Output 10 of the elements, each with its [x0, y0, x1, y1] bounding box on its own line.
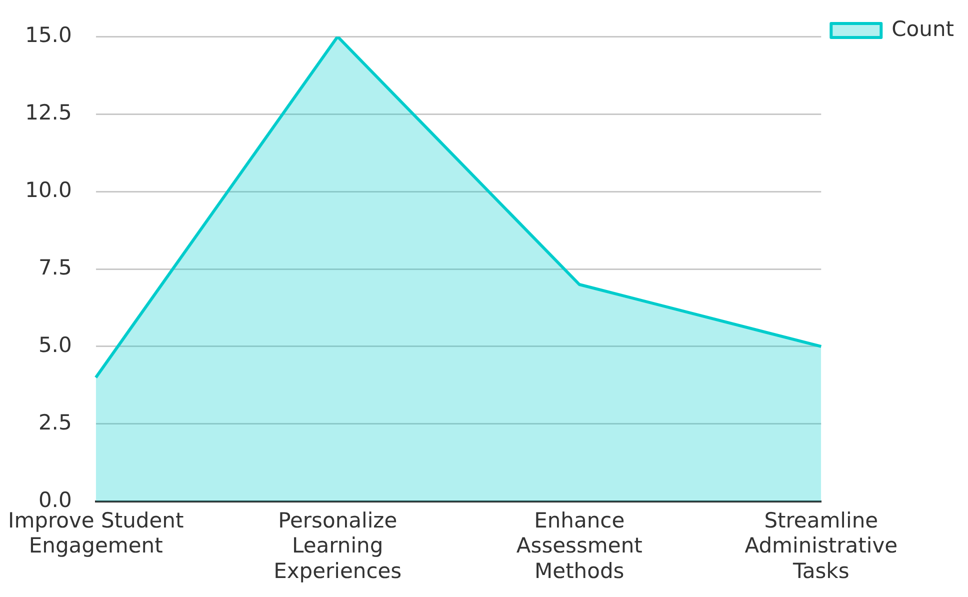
y-tick-label: 2.5 [38, 410, 72, 434]
y-tick-label: 5.0 [38, 332, 72, 357]
y-tick-label: 15.0 [25, 23, 72, 48]
x-tick-label: Enhance Assessment Methods [516, 508, 642, 583]
y-tick-label: 12.5 [25, 100, 72, 125]
y-tick-label: 10.0 [25, 178, 72, 202]
x-tick-label: Personalize Learning Experiences [274, 508, 402, 583]
x-tick-label: Streamline Administrative Tasks [744, 508, 898, 583]
legend-label: Count [892, 16, 954, 41]
y-tick-label: 7.5 [38, 255, 72, 280]
